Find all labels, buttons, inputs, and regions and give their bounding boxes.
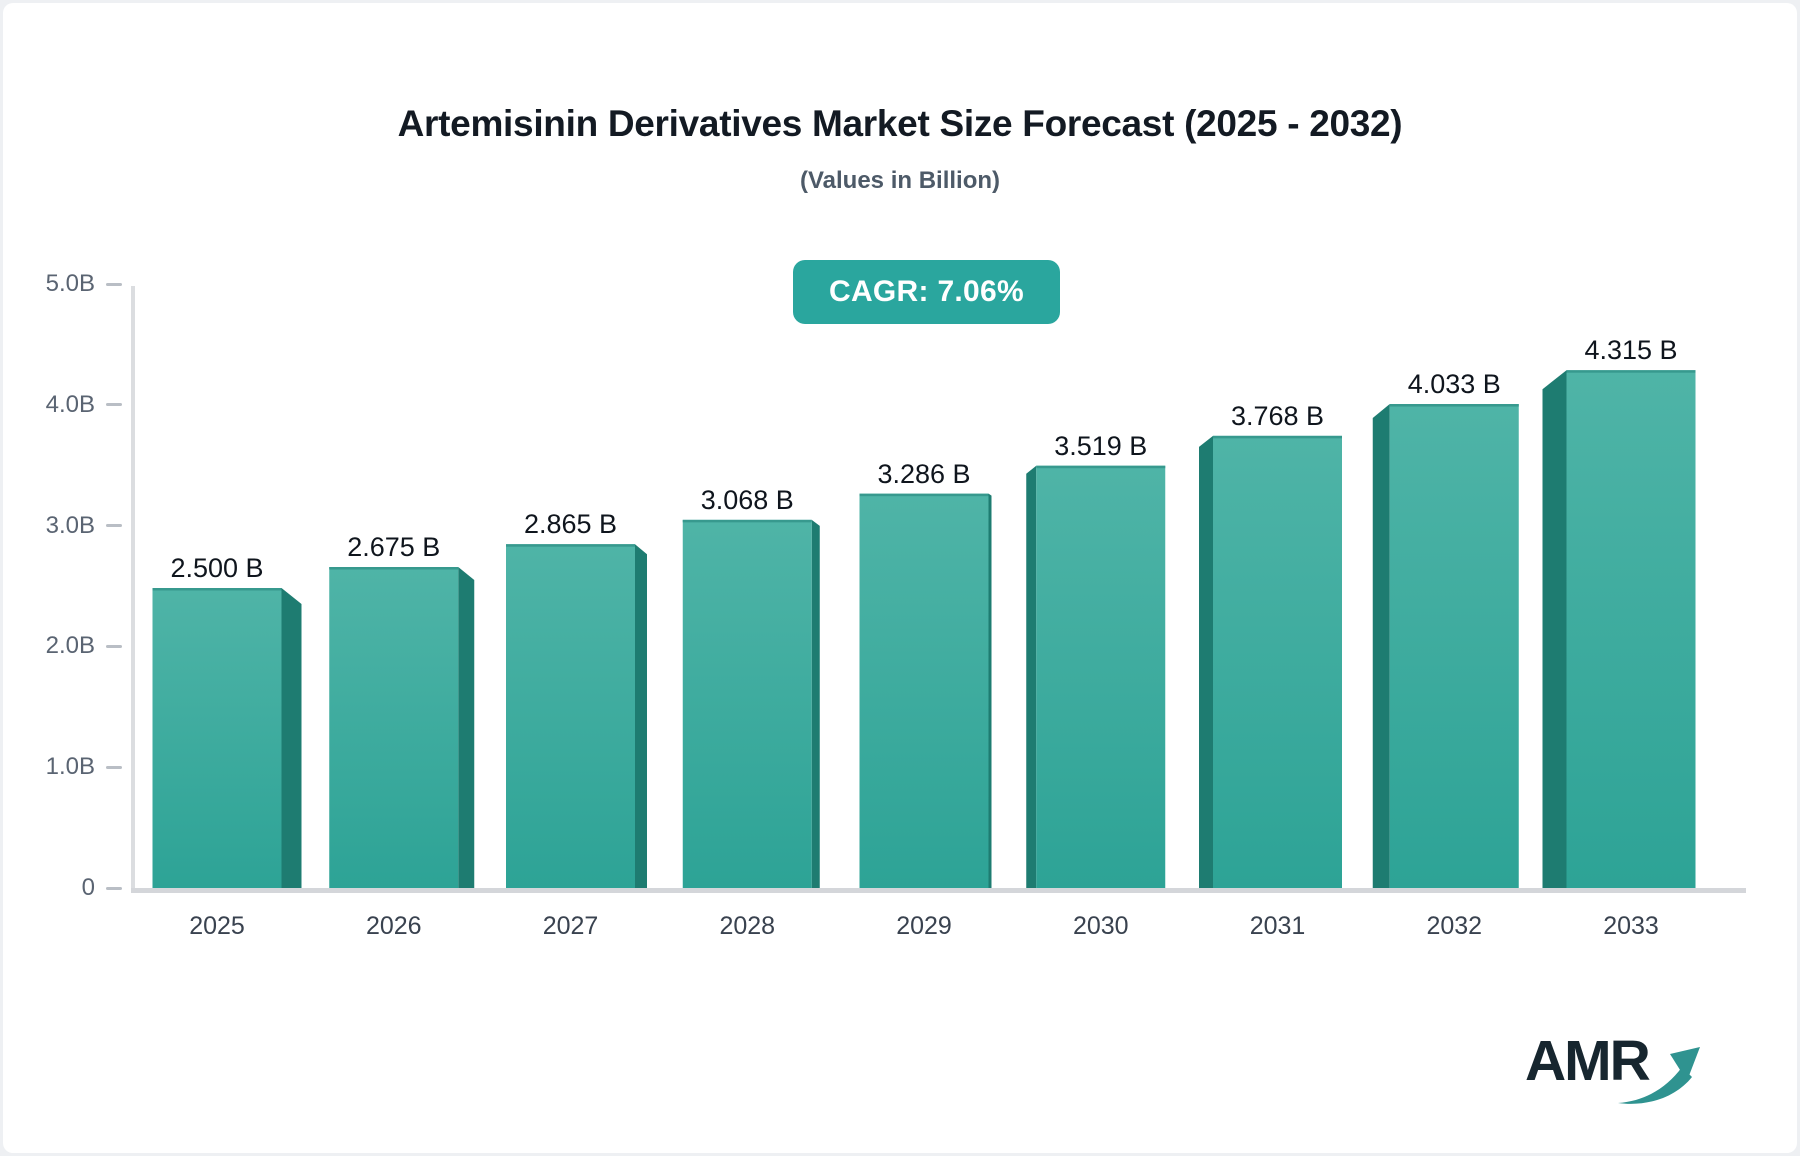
x-axis-label-2027: 2027 <box>542 912 599 940</box>
bar-side-face <box>811 519 820 888</box>
bar-2030 <box>1026 465 1166 888</box>
y-tick-mark <box>106 524 122 528</box>
bar-top-edge <box>506 544 635 547</box>
x-axis-label-2032: 2032 <box>1426 912 1483 940</box>
bar-top-edge <box>329 567 459 570</box>
cagr-badge: CAGR: 7.06% <box>793 260 1060 324</box>
arrow-head <box>1670 1047 1700 1081</box>
bar-front-face <box>1213 435 1342 888</box>
plot-area: 5.0B 4.0B 3.0B 2.0B 1.0B 0 2.500 B 2025 2.675 B 2… <box>3 3 1797 1153</box>
x-axis-line <box>131 888 1746 893</box>
bar-value-label: 3.519 B <box>1054 430 1148 461</box>
bar-2029 <box>859 493 992 888</box>
x-axis-label-2025: 2025 <box>189 912 245 940</box>
x-axis-label-2026: 2026 <box>365 912 422 940</box>
bars-layer <box>152 370 1696 888</box>
amr-logo-arrow-icon <box>1618 1047 1700 1104</box>
arrow-swoosh <box>1618 1067 1692 1104</box>
bar-side-face <box>1026 465 1037 888</box>
bar-side-face <box>281 588 302 888</box>
bar-2028 <box>682 519 820 888</box>
x-axis-label-2029: 2029 <box>896 912 952 940</box>
bar-value-label: 2.675 B <box>347 532 441 562</box>
bar-2032 <box>1372 404 1519 888</box>
bar-2025 <box>152 588 302 888</box>
bar-front-face <box>1389 404 1519 888</box>
bar-top-edge <box>1566 370 1696 373</box>
bar-front-face <box>152 588 282 888</box>
bar-2033 <box>1542 370 1696 888</box>
bar-front-face <box>506 544 635 888</box>
x-axis-label-2033: 2033 <box>1603 912 1659 940</box>
y-tick-label: 4.0B <box>45 390 95 418</box>
bar-value-label: 3.286 B <box>877 458 971 489</box>
bar-value-label: 3.768 B <box>1230 400 1325 431</box>
y-tick-mark <box>106 644 122 648</box>
bar-top-edge <box>859 493 989 497</box>
bar-value-label: 3.068 B <box>700 484 794 515</box>
bar-side-face <box>1372 404 1390 888</box>
bar-top-edge <box>682 519 812 523</box>
bar-front-face <box>329 567 459 888</box>
y-tick-label: 5.0B <box>45 270 95 297</box>
bar-front-face <box>1566 370 1696 888</box>
bar-front-face <box>682 519 812 888</box>
chart-title: Artemisinin Derivatives Market Size Fore… <box>397 103 1403 144</box>
bar-side-face <box>635 544 647 888</box>
y-axis-line <box>131 286 135 888</box>
y-tick-mark <box>106 886 122 890</box>
bar-value-label: 4.315 B <box>1584 335 1678 366</box>
bar-top-edge <box>1389 404 1519 407</box>
chart-card: Artemisinin Derivatives Market Size Fore… <box>3 3 1797 1153</box>
bar-value-label: 4.033 B <box>1407 369 1501 400</box>
bar-front-face <box>1036 465 1166 888</box>
y-tick-label: 2.0B <box>45 632 95 660</box>
bar-2026 <box>329 567 475 888</box>
x-axis-label-2030: 2030 <box>1072 912 1129 940</box>
cagr-badge-label: CAGR: 7.06% <box>828 275 1025 308</box>
bar-side-face <box>458 567 475 888</box>
x-axis-label-2031: 2031 <box>1249 912 1306 940</box>
bar-front-face <box>859 493 989 888</box>
bar-top-edge <box>1036 465 1166 469</box>
y-tick-label: 0 <box>81 874 95 901</box>
y-tick-label: 3.0B <box>45 511 95 539</box>
bar-top-edge <box>1213 435 1342 439</box>
amr-logo-text: AMR <box>1525 1029 1651 1093</box>
bar-top-edge <box>152 588 282 591</box>
bar-side-face <box>988 493 992 888</box>
bar-side-face <box>1199 435 1213 888</box>
chart-subtitle: (Values in Billion) <box>799 167 1001 194</box>
y-tick-mark <box>106 282 122 286</box>
bar-value-label: 2.865 B <box>523 509 618 540</box>
bar-2031 <box>1199 435 1342 888</box>
bar-side-face <box>1542 370 1567 888</box>
x-axis-label-2028: 2028 <box>719 912 776 940</box>
y-tick-mark <box>106 765 122 769</box>
y-tick-label: 1.0B <box>45 753 95 781</box>
amr-logo: AMR <box>1525 1031 1725 1115</box>
y-tick-mark <box>106 403 122 407</box>
bar-2027 <box>506 544 647 888</box>
bar-value-label: 2.500 B <box>170 553 264 583</box>
